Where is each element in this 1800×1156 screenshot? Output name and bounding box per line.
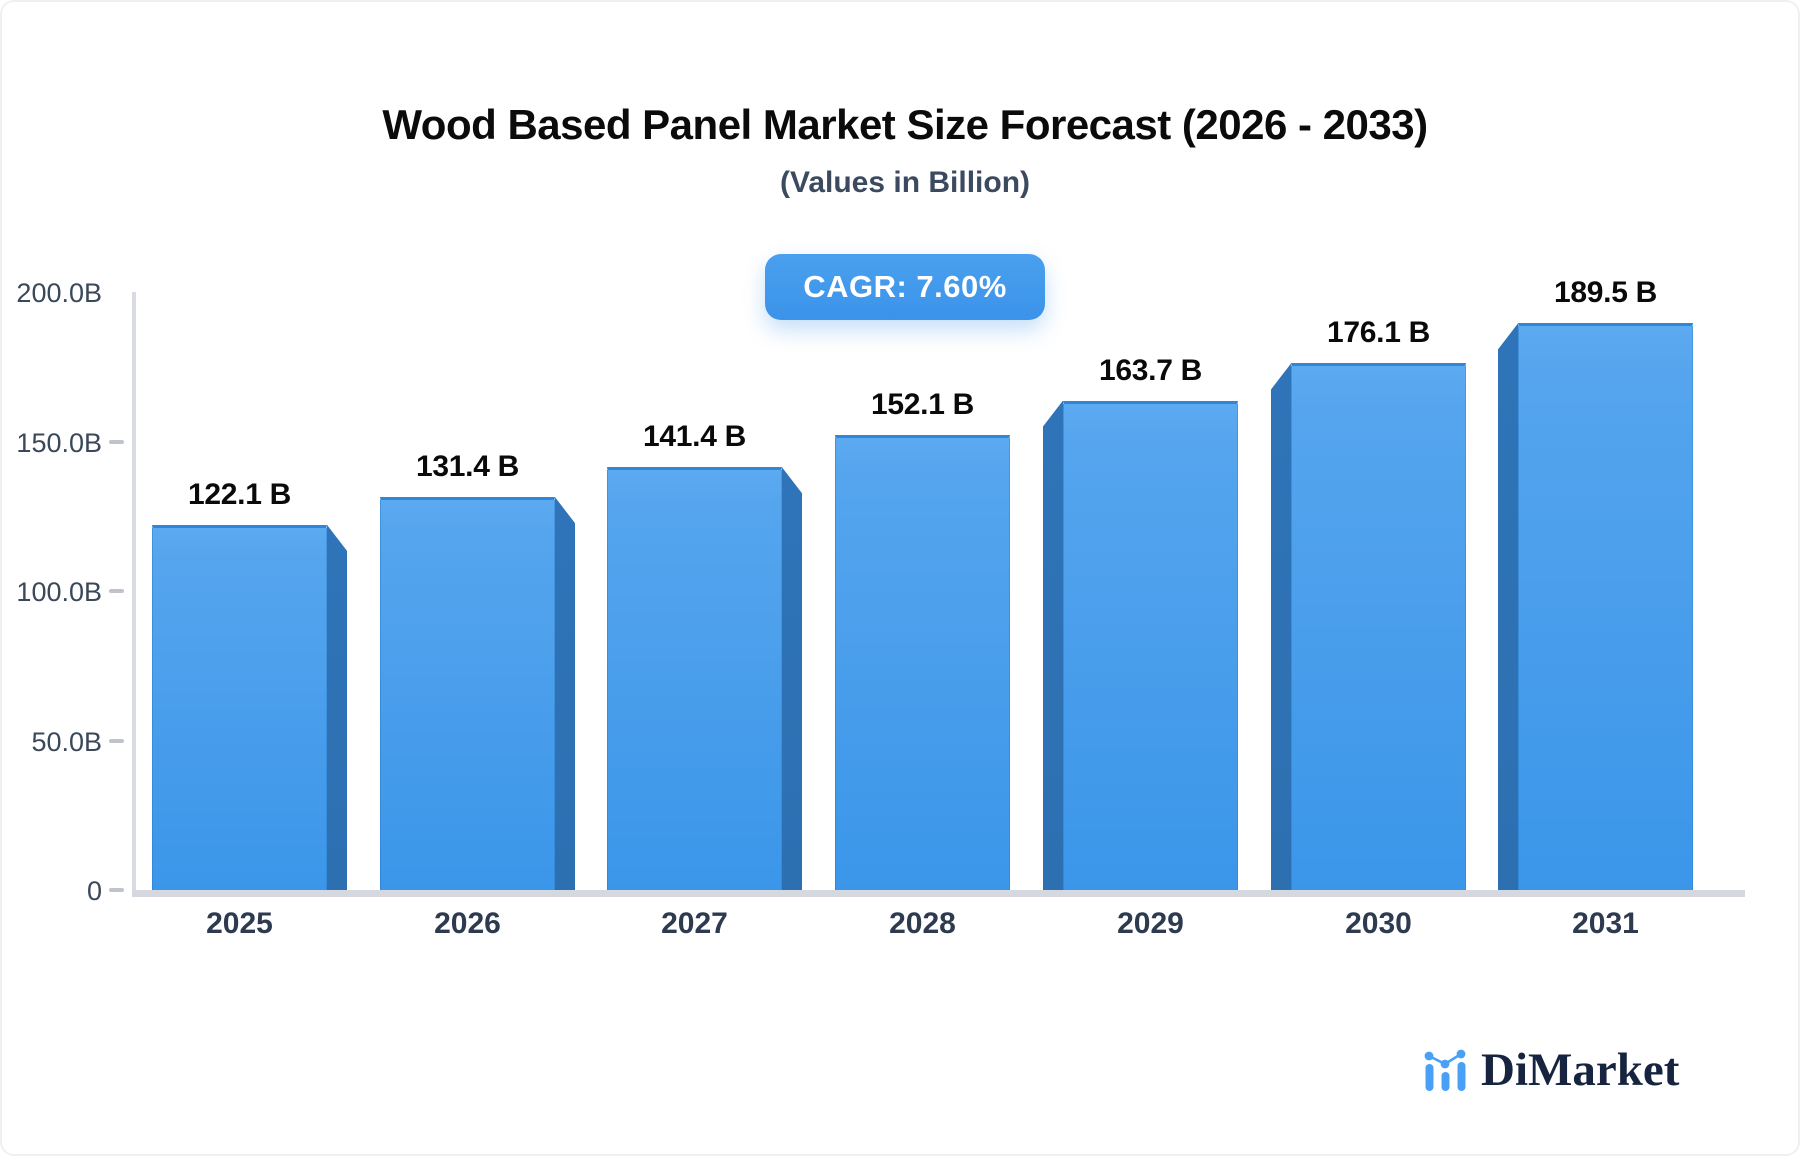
- dimarket-logo-link[interactable]: DiMarket: [1422, 1044, 1679, 1096]
- chart-subtitle: (Values in Billion): [779, 166, 1031, 199]
- x-axis-year-label-2028: 2028: [889, 907, 956, 940]
- y-axis-line: [132, 292, 136, 890]
- bar-value-label-2029: 163.7 B: [1099, 353, 1202, 387]
- x-axis-year-label-2029: 2029: [1117, 907, 1184, 940]
- bar-2029-side-face: [1043, 400, 1063, 890]
- x-axis-year-label-2030: 2030: [1345, 907, 1412, 940]
- bar-2031-side-face: [1498, 323, 1518, 890]
- y-axis-tick-mark: [109, 439, 124, 444]
- bar-value-label-2026: 131.4 B: [416, 450, 519, 484]
- bar-2026[interactable]: [380, 497, 555, 890]
- bar-value-label-2030: 176.1 B: [1327, 316, 1430, 350]
- y-axis-tick-label: 100.0B: [16, 577, 102, 607]
- bar-2029[interactable]: [1063, 400, 1238, 890]
- logo-text: DiMarket: [1481, 1044, 1680, 1096]
- bar-value-label-2028: 152.1 B: [871, 388, 974, 422]
- x-axis-year-label-2025: 2025: [206, 907, 273, 940]
- y-axis-tick-mark: [109, 738, 124, 743]
- bar-value-label-2031: 189.5 B: [1554, 276, 1657, 310]
- bar-2030-side-face: [1271, 363, 1291, 890]
- bar-2031[interactable]: [1518, 323, 1693, 890]
- bar-2027[interactable]: [607, 467, 782, 890]
- bar-value-label-2025: 122.1 B: [188, 477, 291, 511]
- y-axis-tick-mark: [109, 888, 124, 892]
- bar-2028[interactable]: [835, 435, 1010, 890]
- y-axis-tick-mark: [109, 589, 124, 593]
- bar-2025[interactable]: [152, 524, 327, 890]
- x-axis-year-label-2026: 2026: [434, 907, 501, 940]
- x-axis-baseline: [132, 890, 1745, 897]
- x-axis-year-label-2027: 2027: [661, 907, 728, 940]
- cagr-badge-row: CAGR: 7.60%: [12, 254, 1798, 320]
- bar-2030[interactable]: [1291, 363, 1466, 890]
- bar-2027-side-face: [782, 467, 802, 890]
- bar-value-label-2027: 141.4 B: [643, 420, 746, 454]
- bar-2025-side-face: [327, 524, 347, 890]
- x-axis-year-label-2031: 2031: [1572, 907, 1639, 940]
- y-axis-tick-label: 0: [86, 876, 102, 906]
- bar-chart-logo-icon: [1424, 1049, 1466, 1091]
- y-axis-tick-label: 150.0B: [16, 427, 102, 458]
- y-axis-tick-label: 200.0B: [16, 278, 102, 308]
- bar-2026-side-face: [555, 497, 575, 890]
- y-axis-tick-label: 50.0B: [31, 726, 102, 757]
- cagr-badge: CAGR: 7.60%: [765, 254, 1045, 320]
- chart-title: Wood Based Panel Market Size Forecast (2…: [382, 101, 1428, 148]
